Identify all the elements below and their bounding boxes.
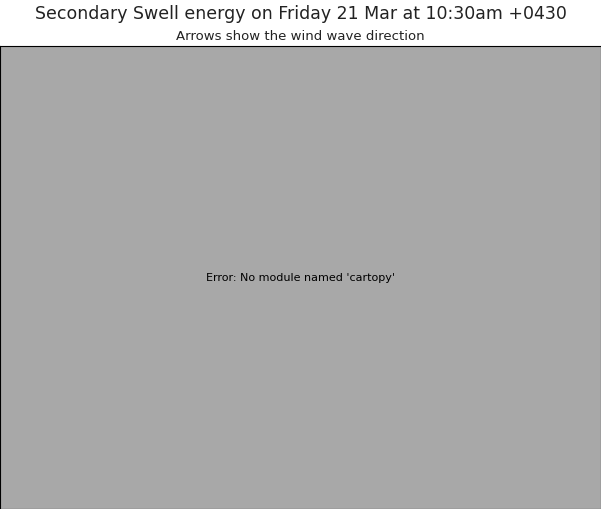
- Text: Arrows show the wind wave direction: Arrows show the wind wave direction: [176, 30, 425, 43]
- Text: Error: No module named 'cartopy': Error: No module named 'cartopy': [206, 273, 395, 283]
- Text: Secondary Swell energy on Friday 21 Mar at 10:30am +0430: Secondary Swell energy on Friday 21 Mar …: [35, 5, 566, 23]
